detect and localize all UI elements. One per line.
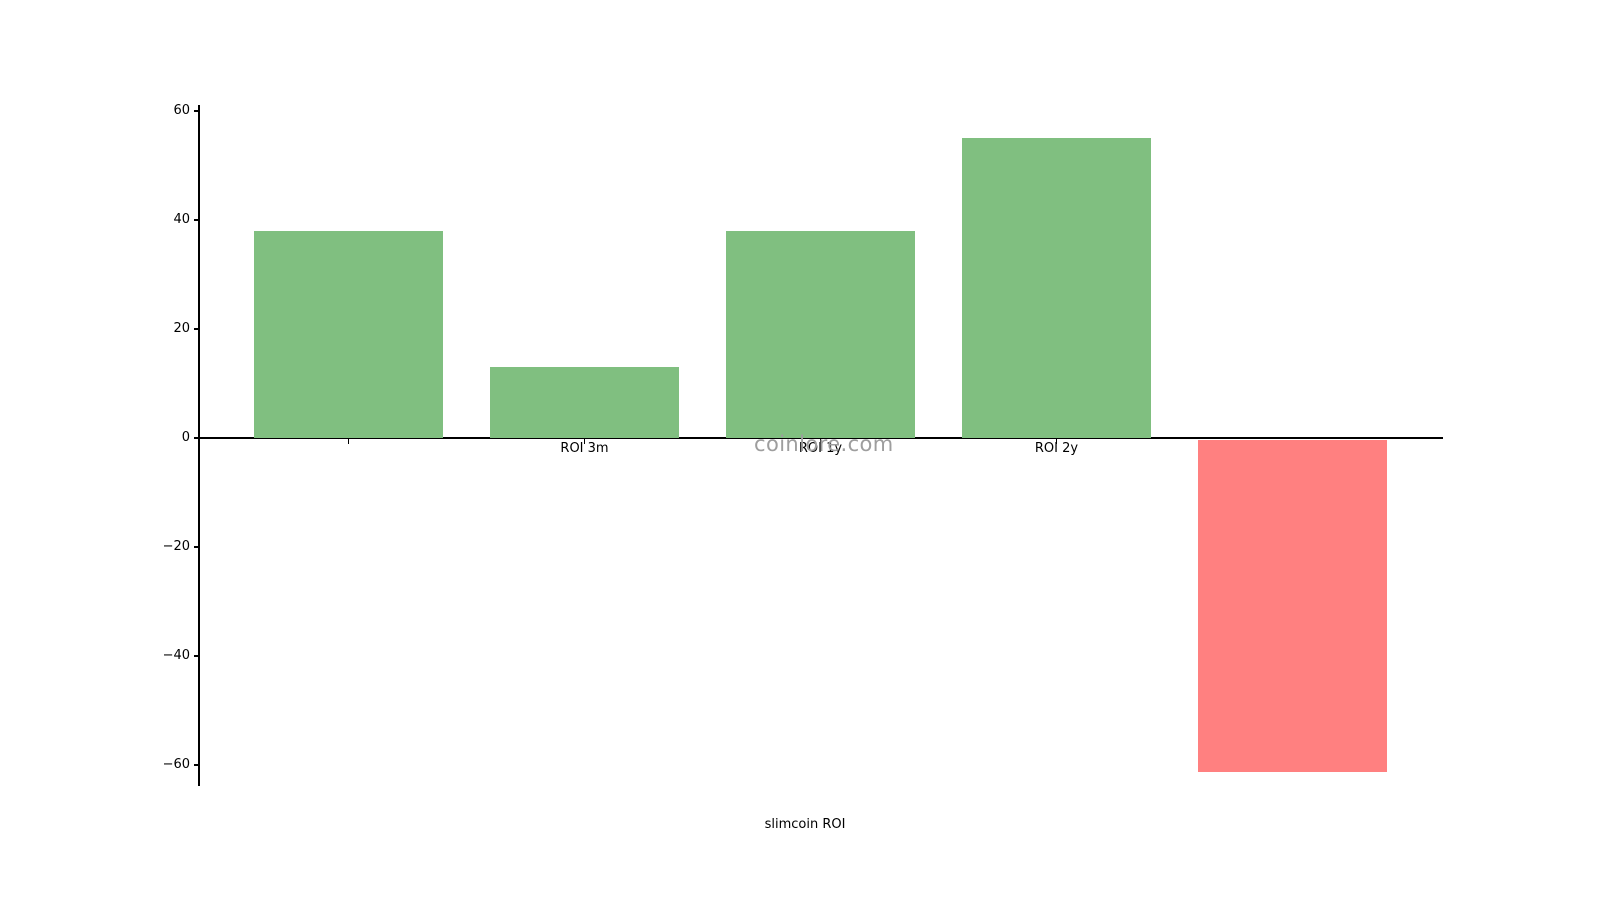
y-tick-mark [194, 655, 199, 657]
y-tick-mark [194, 110, 199, 112]
x-tick-label: ROI 1y [798, 441, 843, 456]
y-tick-mark [194, 546, 199, 548]
x-tick-mark [1055, 439, 1058, 444]
x-tick-label: ROI 3m [560, 441, 609, 456]
x-tick-mark [347, 439, 350, 444]
bar-unlabeled-5 [1198, 439, 1387, 772]
y-tick-label: 60 [173, 103, 190, 118]
y-tick-label: −20 [162, 539, 190, 554]
x-tick-mark [583, 439, 586, 444]
bar-roi-3m [490, 367, 679, 438]
y-axis-line [198, 105, 200, 786]
y-tick-label: −40 [162, 648, 190, 663]
x-tick-mark [819, 439, 822, 444]
watermark: coinlore.com [754, 432, 894, 456]
y-tick-mark [194, 219, 199, 221]
y-tick-label: −60 [162, 757, 190, 772]
bar-roi-1y [726, 230, 915, 438]
bar-roi-2y [962, 138, 1151, 438]
y-tick-mark [194, 764, 199, 766]
x-tick-label: ROI 2y [1034, 441, 1079, 456]
y-tick-mark [194, 437, 199, 439]
bar-unlabeled-1 [254, 230, 443, 438]
y-tick-label: 40 [173, 212, 190, 227]
y-tick-label: 0 [181, 430, 190, 445]
y-tick-label: 20 [173, 321, 190, 336]
y-tick-mark [194, 328, 199, 330]
x-axis-title: slimcoin ROI [764, 817, 846, 832]
